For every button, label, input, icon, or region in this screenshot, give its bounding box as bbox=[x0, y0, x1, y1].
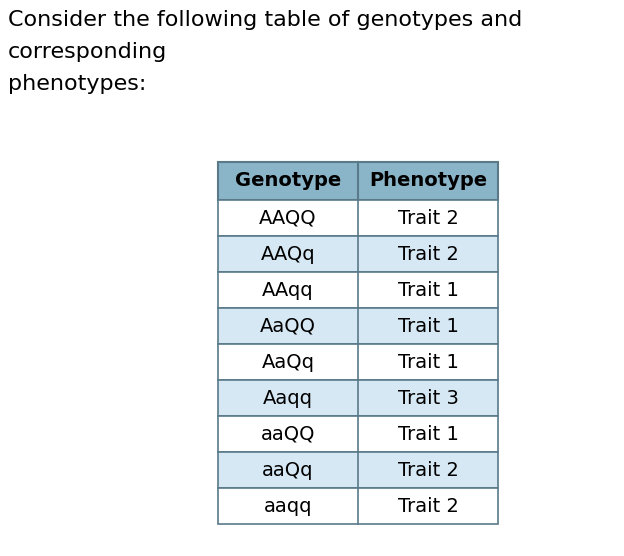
Text: Aaqq: Aaqq bbox=[263, 389, 313, 408]
Text: AaQq: AaQq bbox=[261, 353, 314, 371]
Bar bbox=[218, 416, 498, 452]
Text: Trait 1: Trait 1 bbox=[397, 353, 459, 371]
Bar bbox=[218, 344, 498, 380]
Text: phenotypes:: phenotypes: bbox=[8, 74, 147, 94]
Text: aaQQ: aaQQ bbox=[261, 424, 315, 444]
Text: Trait 2: Trait 2 bbox=[397, 245, 459, 264]
Text: Trait 1: Trait 1 bbox=[397, 316, 459, 335]
Text: Trait 2: Trait 2 bbox=[397, 497, 459, 515]
Text: AAqq: AAqq bbox=[262, 280, 314, 300]
Bar bbox=[218, 162, 498, 200]
Text: Phenotype: Phenotype bbox=[369, 171, 487, 191]
Text: Genotype: Genotype bbox=[235, 171, 341, 191]
Bar bbox=[218, 200, 498, 236]
Text: AAQq: AAQq bbox=[261, 245, 315, 264]
Text: corresponding: corresponding bbox=[8, 42, 167, 62]
Text: Trait 1: Trait 1 bbox=[397, 280, 459, 300]
Text: AAQQ: AAQQ bbox=[259, 208, 317, 227]
Text: Trait 1: Trait 1 bbox=[397, 424, 459, 444]
Text: Consider the following table of genotypes and: Consider the following table of genotype… bbox=[8, 10, 522, 30]
Text: Trait 2: Trait 2 bbox=[397, 208, 459, 227]
Bar bbox=[218, 272, 498, 308]
Text: Trait 2: Trait 2 bbox=[397, 460, 459, 479]
Bar bbox=[218, 452, 498, 488]
Bar bbox=[218, 236, 498, 272]
Bar bbox=[218, 488, 498, 524]
Text: AaQQ: AaQQ bbox=[260, 316, 316, 335]
Text: Trait 3: Trait 3 bbox=[397, 389, 459, 408]
Bar bbox=[218, 308, 498, 344]
Bar bbox=[218, 380, 498, 416]
Text: aaqq: aaqq bbox=[264, 497, 312, 515]
Text: aaQq: aaQq bbox=[262, 460, 314, 479]
